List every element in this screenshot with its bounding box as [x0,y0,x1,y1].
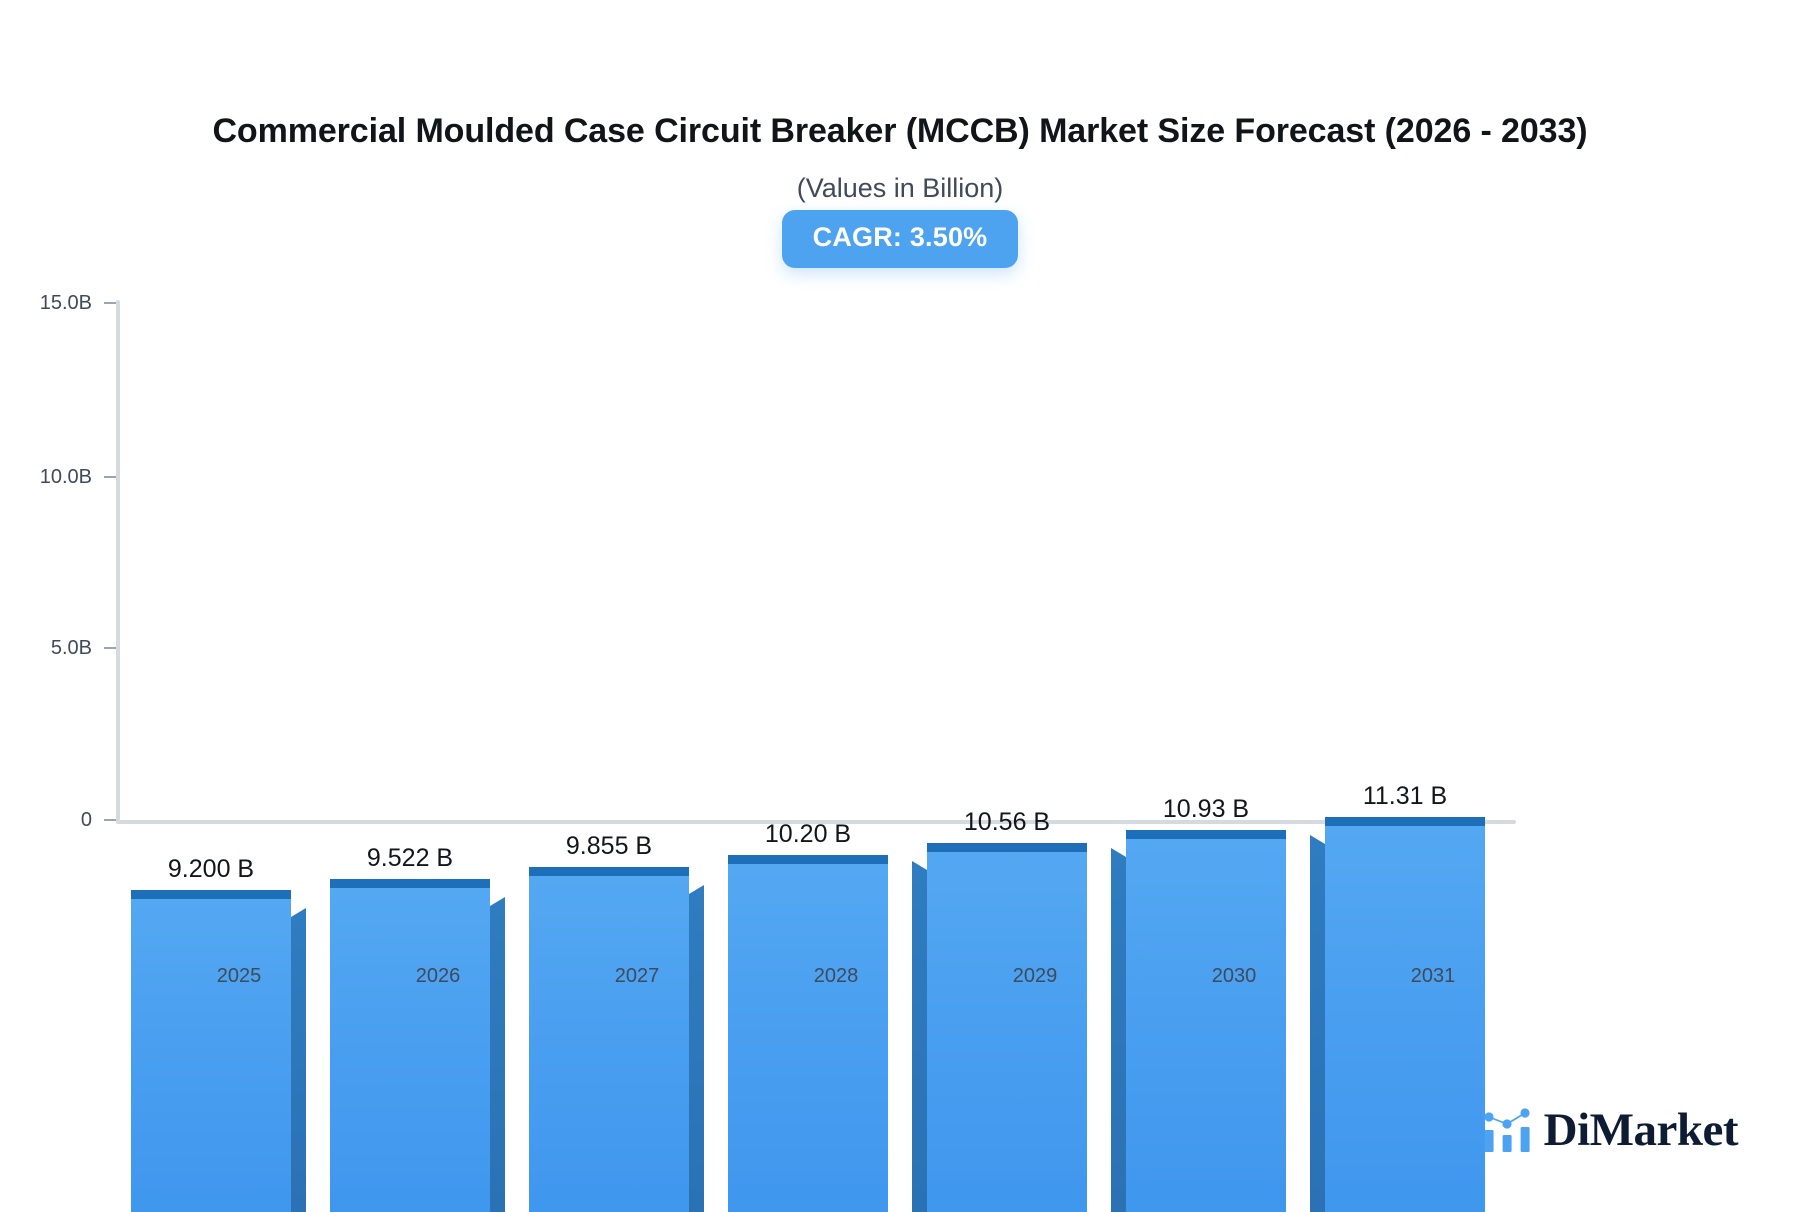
bar-top-face [927,843,1087,852]
brand-logo: DiMarket [1483,1103,1739,1156]
bar-group-2027[interactable]: 9.855 B [529,390,704,1212]
bar-value-label: 10.20 B [764,820,852,848]
bar-side-face [490,897,505,1212]
bar-top-face [1325,817,1485,826]
y-tick-15: 15.0B [40,289,130,317]
bar-group-2026[interactable]: 9.522 B [330,390,505,1212]
y-tick-label: 10.0B [39,465,92,488]
bar-value-label: 10.93 B [1162,795,1250,823]
bar-side-face [1111,848,1126,1212]
bar-value-label: 9.200 B [167,855,255,883]
cagr-badge-container: CAGR: 3.50% [0,210,1800,269]
bar-value-label: 11.31 B [1362,782,1448,810]
bar-group-2031[interactable]: 11.31 B [1310,390,1485,1212]
x-axis-line [116,820,1516,824]
y-tick-dash-icon [104,302,120,304]
bar-value-label: 10.56 B [963,808,1051,836]
y-axis-line [116,300,120,822]
y-tick-5: 5.0B [51,634,130,662]
y-tick-label: 5.0B [50,636,92,659]
bar-top-face [728,855,888,864]
y-tick-dash-icon [104,647,120,649]
bar-chart-icon [1484,1108,1530,1152]
chart-header: Commercial Moulded Case Circuit Breaker … [0,0,1800,269]
chart-title: Commercial Moulded Case Circuit Breaker … [212,112,1588,150]
bar-group-2025[interactable]: 9.200 B [131,390,306,1212]
y-tick-dash-icon [104,819,120,821]
bar-front-face [131,899,291,1212]
bar-value-label: 9.522 B [366,844,454,872]
bar-front-face [927,852,1087,1212]
bar-front-face [1126,839,1286,1212]
bar-top-face [131,890,291,899]
x-tick-label-2026: 2026 [415,965,461,987]
x-tick-label-2031: 2031 [1410,965,1456,987]
bar-value-label: 9.855 B [565,832,653,860]
bar-group-2028[interactable]: 10.20 B [728,390,888,1212]
bar-front-face [1325,826,1485,1212]
bar-side-face [912,861,927,1212]
x-tick-label-2030: 2030 [1211,965,1257,987]
bar-group-2029[interactable]: 10.56 B [912,390,1087,1212]
bar-group-2030[interactable]: 10.93 B [1111,390,1286,1212]
y-tick-10: 10.0B [40,463,130,491]
x-tick-label-2025: 2025 [216,965,262,987]
cagr-badge: CAGR: 3.50% [781,210,1019,269]
chart-subtitle: (Values in Billion) [796,173,1004,204]
x-tick-label-2028: 2028 [813,965,859,987]
x-tick-label-2029: 2029 [1012,965,1058,987]
bar-front-face [728,864,888,1212]
bar-side-face [291,908,306,1212]
bar-top-face [529,867,689,876]
brand-name: DiMarket [1543,1103,1739,1156]
bar-side-face [689,885,704,1212]
y-tick-label: 0 [80,808,92,831]
y-tick-0: 0 [81,806,130,834]
x-tick-label-2027: 2027 [614,965,660,987]
y-tick-label: 15.0B [39,291,92,314]
bar-top-face [330,879,490,888]
bar-front-face [330,888,490,1212]
bar-top-face [1126,830,1286,839]
y-tick-dash-icon [104,476,120,478]
bar-side-face [1310,835,1325,1212]
bar-front-face [529,876,689,1212]
